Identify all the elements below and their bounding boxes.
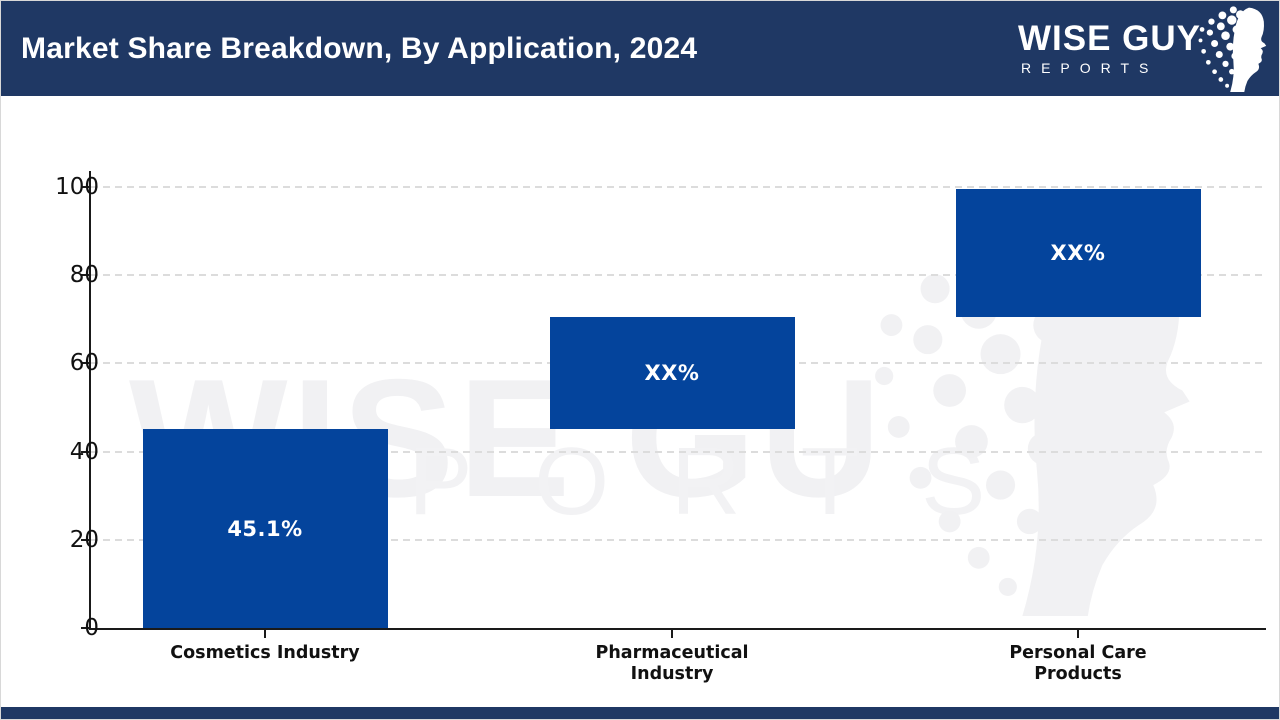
gridline-100	[91, 186, 1266, 188]
category-label: Personal Care Products	[1009, 643, 1147, 685]
bar-value-label: XX%	[644, 360, 700, 385]
y-tick-mark	[81, 362, 89, 365]
category-label: Pharmaceutical Industry	[595, 643, 749, 685]
gridline-40	[91, 450, 1266, 453]
footer-bar	[1, 707, 1279, 719]
y-tick-mark	[81, 274, 89, 277]
y-tick-label: 20	[69, 526, 99, 553]
x-tick-mark	[671, 630, 673, 638]
dotted-head-profile-icon	[1198, 5, 1267, 92]
header-bar: Market Share Breakdown, By Application, …	[1, 1, 1279, 96]
logo-text: WISE GUY REPORTS	[1018, 21, 1201, 76]
x-tick-mark	[264, 630, 266, 638]
gridline-20	[91, 538, 1266, 541]
x-axis-line	[89, 628, 1266, 630]
bar-2: XX%	[549, 316, 795, 430]
y-axis-line	[89, 171, 91, 630]
y-tick-mark	[81, 186, 89, 188]
y-tick-mark	[81, 538, 89, 541]
y-tick-label: 100	[55, 174, 99, 200]
logo-wordmark: WISE GUY	[1017, 19, 1201, 58]
y-tick-label: 60	[69, 350, 99, 377]
y-tick-mark	[81, 627, 89, 629]
gridline-80	[91, 274, 1266, 277]
bar-value-label: XX%	[1050, 240, 1106, 265]
y-tick-label: 40	[69, 438, 99, 465]
y-tick-mark	[81, 450, 89, 453]
logo: WISE GUY REPORTS	[1018, 5, 1267, 92]
bar-1: 45.1%	[142, 429, 388, 628]
x-tick-mark	[1077, 630, 1079, 638]
bar-3: XX%	[955, 188, 1201, 317]
y-tick-label: 0	[84, 615, 99, 641]
logo-subtitle: REPORTS	[1020, 60, 1159, 76]
bar-value-label: 45.1%	[227, 516, 303, 541]
y-tick-label: 80	[69, 262, 99, 289]
page-title: Market Share Breakdown, By Application, …	[21, 31, 698, 65]
market-share-chart: 0 20 40 60 80 100 45.1% Cosmetics Industry XX% Ph…	[1, 96, 1279, 709]
category-label: Cosmetics Industry	[170, 643, 360, 663]
